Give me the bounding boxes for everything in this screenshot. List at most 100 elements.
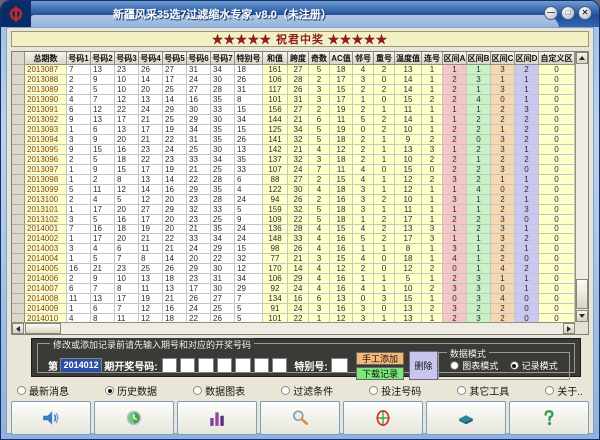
special-number-label: 特别号: xyxy=(294,362,328,373)
table-row[interactable]: 2013098 1 2 8 13 14 22 28 6 88 27 2 15 4 1 12 2 3 2 1 1 0 xyxy=(12,174,575,185)
column-header[interactable]: 号码1 xyxy=(67,52,91,65)
column-header[interactable]: 号码6 xyxy=(187,52,211,65)
number-input-7[interactable] xyxy=(271,358,288,373)
download-records-button[interactable]: 下载记录 xyxy=(356,366,405,380)
nav-tab-过滤条件[interactable]: 过滤条件 xyxy=(281,383,333,398)
main-panel: ★★★★★ 祝君中奖 ★★★★★ 总期数 号码1 号码2 号码3 号码4 号码5 号码6 号码… xyxy=(6,27,594,435)
nav-tab-最新消息[interactable]: 最新消息 xyxy=(17,383,69,398)
period-input[interactable]: 2014012 xyxy=(60,358,103,373)
column-header[interactable]: 号码5 xyxy=(163,52,187,65)
table-row[interactable]: 2013100 2 4 5 12 20 23 28 24 94 26 2 16 3 2 10 1 3 1 2 1 0 xyxy=(12,194,575,205)
table-row[interactable]: 2014004 1 5 7 8 14 20 22 32 77 21 3 15 4 0 18 1 4 1 2 0 0 xyxy=(12,254,575,265)
horizontal-scroll-thumb[interactable] xyxy=(25,323,61,334)
table-row[interactable]: 2014006 2 9 10 13 18 23 31 34 106 29 4 16 1 1 5 1 2 3 1 1 0 xyxy=(12,274,575,285)
data-mode-radio[interactable]: 图表模式 xyxy=(450,359,498,372)
maximize-button[interactable]: □ xyxy=(561,6,575,20)
column-header[interactable]: 号码7 xyxy=(211,52,235,65)
number-input-1[interactable] xyxy=(161,358,177,373)
table-row[interactable]: 2014008 11 13 17 19 21 26 27 7 134 16 6 13 0 3 15 1 0 3 4 0 0 xyxy=(12,294,575,305)
scrollbar-corner xyxy=(575,322,588,334)
data-grid: 总期数 号码1 号码2 号码3 号码4 号码5 号码6 号码7 特别号 和值 跨度 奇数 AC值 邻号 重号… xyxy=(11,51,589,335)
special-number-input[interactable] xyxy=(330,358,349,373)
table-row[interactable]: 2014005 16 21 23 25 26 29 30 12 170 14 4 12 2 0 12 2 0 1 4 2… xyxy=(12,264,575,275)
column-header[interactable]: 区间A xyxy=(443,52,467,65)
horizontal-scrollbar[interactable] xyxy=(12,322,575,334)
nav-tab-历史数据[interactable]: 历史数据 xyxy=(105,383,157,398)
toolbar-button-filter[interactable] xyxy=(260,401,340,435)
table-row[interactable]: 2013094 3 9 20 21 22 31 35 26 141 32 5 18 2 1 9 2 2 0 3 2 0 xyxy=(12,134,575,145)
column-header[interactable]: 区间D xyxy=(515,52,539,65)
table-row[interactable]: 2013102 3 5 16 17 20 23 25 9 109 22 5 18 1 2 17 1 2 2 3 0 0 xyxy=(12,214,575,225)
nav-tab-row: 最新消息 历史数据 数据图表 过滤条件 投注号码 其它工具 关于.. xyxy=(17,383,583,398)
table-row[interactable]: 2013093 1 6 13 17 19 34 35 15 125 34 5 19 0 2 10 1 2 2 1 2 0 xyxy=(12,124,575,135)
table-row[interactable]: 2013092 9 13 17 21 25 29 30 34 144 21 6 11 5 2 14 1 1 2 2 2 0 xyxy=(12,114,575,125)
column-header[interactable]: 号码3 xyxy=(115,52,139,65)
column-header[interactable]: 区间B xyxy=(467,52,491,65)
data-mode-groupbox: 数据模式 图表模式 记录模式 xyxy=(437,346,571,380)
vertical-scrollbar[interactable] xyxy=(575,52,588,322)
target-icon xyxy=(376,410,390,426)
scroll-up-icon[interactable] xyxy=(576,52,588,64)
number-input-2[interactable] xyxy=(179,358,196,373)
vertical-scroll-thumb[interactable] xyxy=(576,279,588,309)
column-header[interactable]: 特别号 xyxy=(235,52,263,65)
number-input-5[interactable] xyxy=(235,358,251,373)
nav-tab-投注号码[interactable]: 投注号码 xyxy=(369,383,421,398)
close-button[interactable]: ✕ xyxy=(578,6,592,20)
column-header[interactable]: 区间C xyxy=(491,52,515,65)
scroll-left-icon[interactable] xyxy=(12,323,24,334)
table-row[interactable]: 2014009 1 6 7 12 16 24 25 5 91 24 3 16 3 0 13 2 3 2 2 0 0 xyxy=(12,304,575,315)
data-mode-options: 图表模式 记录模式 xyxy=(439,353,569,379)
table-row[interactable]: 2013089 2 5 10 20 25 27 28 31 117 26 3 15 2 2 14 1 2 1 3 1 0 xyxy=(12,84,575,95)
column-header[interactable]: 温度值 xyxy=(395,52,422,65)
number-input-3[interactable] xyxy=(198,358,214,373)
table-row[interactable]: 2014001 7 16 18 19 20 21 35 24 136 28 4 15 4 2 13 3 1 2 3 1 0 xyxy=(12,224,575,235)
table-row[interactable]: 2013097 1 9 15 17 19 21 25 33 107 24 7 11 4 0 15 0 2 2 3 0 0 xyxy=(12,164,575,175)
toolbar-button-about[interactable] xyxy=(509,401,589,435)
table-row[interactable]: 2014002 1 17 20 21 22 33 34 24 148 33 4 16 5 2 17 3 1 1 3 2 0 xyxy=(12,234,575,245)
toolbar-button-tools[interactable] xyxy=(426,401,506,435)
manual-add-button[interactable]: 手工添加 xyxy=(356,351,405,365)
toolbar-button-charts[interactable] xyxy=(177,401,257,435)
table-row[interactable]: 2013091 6 12 22 24 29 30 33 15 156 27 2 19 2 1 11 1 1 1 2 3 0 xyxy=(12,104,575,115)
edit-record-panel: 修改或添加记录前请先输入期号和对应的开奖号码 第 2014012 期开奖号码: … xyxy=(31,338,581,380)
bar-chart-icon xyxy=(210,412,224,426)
column-header[interactable]: 重号 xyxy=(374,52,395,65)
number-input-6[interactable] xyxy=(253,358,269,373)
scroll-down-icon[interactable] xyxy=(576,310,588,322)
table-row[interactable]: 2013096 2 5 18 22 23 33 34 35 137 32 3 18 2 1 10 2 2 1 2 2 0 xyxy=(12,154,575,165)
number-input-4[interactable] xyxy=(216,358,233,373)
table-row[interactable]: 2014003 3 4 6 11 21 24 29 15 98 26 4 16 1 1 8 1 3 1 2 1 0 xyxy=(12,244,575,255)
column-header[interactable]: 号码4 xyxy=(139,52,163,65)
book-icon xyxy=(459,415,473,425)
table-row[interactable]: 2013088 2 9 10 14 17 24 30 26 106 28 2 17 3 0 14 1 2 3 1 1 0 xyxy=(12,74,575,85)
column-header[interactable]: 连号 xyxy=(422,52,443,65)
column-header[interactable]: 邻号 xyxy=(353,52,374,65)
table-row[interactable]: 2013087 7 13 23 26 27 31 34 18 161 27 5 18 4 2 13 1 1 1 3 2 0 xyxy=(12,65,575,75)
table-row[interactable]: 2013101 1 17 20 27 29 32 33 5 159 32 5 18 3 1 11 1 1 1 2 3 0 xyxy=(12,204,575,215)
table-row[interactable]: 2013090 4 7 12 13 14 16 35 8 101 31 3 17 1 0 15 2 2 4 0 1 0 xyxy=(12,94,575,105)
table-row[interactable]: 2013099 5 11 12 14 16 29 35 4 122 30 4 18 3 1 12 1 1 4 0 2 0 xyxy=(12,184,575,195)
data-mode-radio[interactable]: 记录模式 xyxy=(509,359,558,372)
table-row[interactable]: 2014007 6 7 8 11 13 17 30 29 92 24 4 16 4 1 10 2 3 3 0 1 0 xyxy=(12,284,575,295)
toolbar-button-bets[interactable] xyxy=(343,401,423,435)
column-header[interactable]: 总期数 xyxy=(25,52,67,65)
edit-record-group-title: 修改或添加记录前请先输入期号和对应的开奖号码 xyxy=(50,338,255,351)
column-header[interactable]: 和值 xyxy=(263,52,288,65)
nav-tab-关于..[interactable]: 关于.. xyxy=(545,383,583,398)
nav-tab-数据图表[interactable]: 数据图表 xyxy=(193,383,245,398)
minimize-button[interactable]: — xyxy=(544,6,558,20)
toolbar-button-news[interactable] xyxy=(11,401,91,435)
column-header[interactable]: AC值 xyxy=(330,52,353,65)
delete-button[interactable]: 删除 xyxy=(409,351,438,380)
column-header[interactable]: 自定义区 xyxy=(539,52,575,65)
toolbar-button-history[interactable] xyxy=(94,401,174,435)
table-row[interactable]: 2013095 9 15 16 23 24 25 30 13 142 21 4 12 2 1 13 3 1 2 3 1 0 xyxy=(12,144,575,155)
bottom-toolbar xyxy=(11,401,589,435)
scroll-right-icon[interactable] xyxy=(563,323,575,334)
column-header[interactable]: 跨度 xyxy=(288,52,309,65)
nav-tab-其它工具[interactable]: 其它工具 xyxy=(457,383,509,398)
column-header[interactable]: 号码2 xyxy=(91,52,115,65)
column-header[interactable]: 奇数 xyxy=(309,52,330,65)
